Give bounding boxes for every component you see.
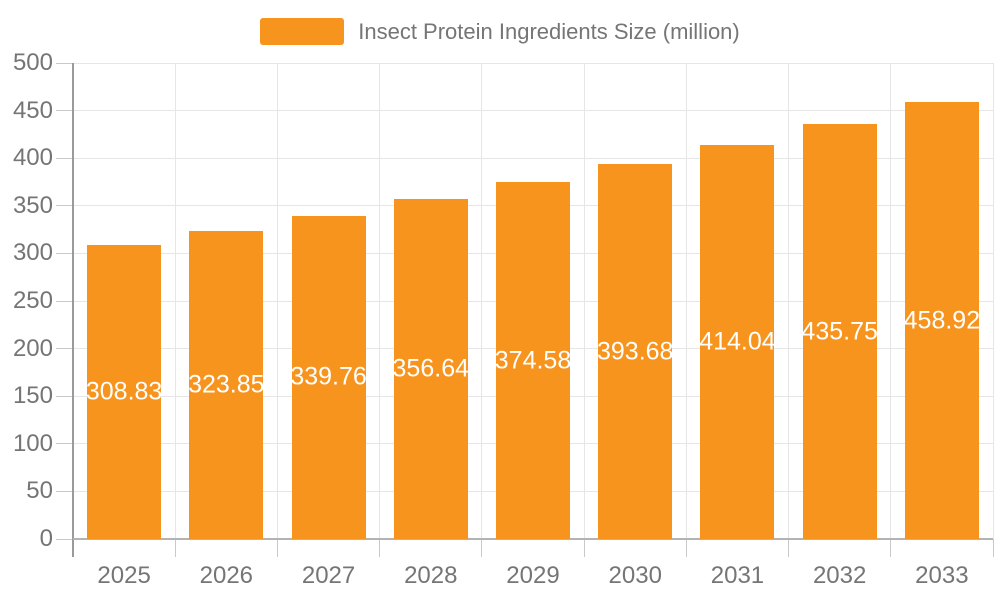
x-tick-label: 2033	[915, 562, 969, 589]
y-axis-tick	[56, 110, 73, 112]
x-axis-tick	[276, 539, 278, 557]
x-tick-label: 2025	[97, 562, 151, 589]
y-gridline	[73, 62, 993, 64]
legend-label: Insect Protein Ingredients Size (million…	[358, 19, 740, 44]
x-tick-label: 2031	[710, 562, 765, 589]
y-axis-tick	[56, 490, 73, 492]
x-gridline	[583, 63, 585, 539]
y-tick-label: 0	[39, 525, 53, 552]
x-tick-label: 2027	[301, 562, 356, 589]
x-gridline	[992, 63, 994, 539]
x-axis-tick	[174, 539, 176, 557]
x-axis-tick	[890, 539, 892, 557]
y-tick-label: 250	[12, 287, 53, 314]
y-tick-label: 400	[12, 144, 53, 172]
x-tick-label: 2029	[506, 562, 560, 589]
x-tick-label: 2026	[199, 562, 254, 589]
x-gridline	[685, 63, 687, 539]
x-gridline	[276, 63, 278, 539]
x-axis-tick	[788, 539, 790, 557]
y-axis-tick	[56, 300, 73, 302]
y-tick-label: 150	[12, 382, 53, 410]
y-gridline	[73, 110, 993, 112]
y-axis-tick	[56, 443, 73, 445]
x-gridline	[890, 63, 892, 539]
y-axis-tick	[56, 348, 73, 350]
chart-legend[interactable]: Insect Protein Ingredients Size (million…	[0, 18, 1000, 45]
y-tick-label: 450	[12, 96, 53, 124]
bar-2030[interactable]	[598, 164, 673, 539]
legend-swatch	[260, 18, 345, 45]
bar-2028[interactable]	[393, 199, 468, 539]
bar-2031[interactable]	[700, 144, 775, 539]
bar-2033[interactable]	[904, 102, 979, 539]
bar-2032[interactable]	[802, 124, 877, 539]
x-axis-tick	[379, 539, 381, 557]
y-tick-label: 50	[26, 477, 53, 505]
x-tick-label: 2030	[608, 562, 662, 589]
x-gridline	[788, 63, 790, 539]
bar-2027[interactable]	[291, 215, 366, 539]
x-tick-label: 2032	[812, 562, 867, 589]
y-tick-label: 100	[12, 429, 53, 457]
y-tick-label: 350	[12, 191, 53, 219]
x-axis-tick	[685, 539, 687, 557]
y-axis-tick	[56, 252, 73, 254]
y-axis-tick	[56, 538, 73, 540]
x-axis-tick	[481, 539, 483, 557]
x-axis-tick	[992, 539, 994, 557]
y-tick-label: 300	[12, 239, 53, 267]
x-gridline	[481, 63, 483, 539]
y-tick-label: 200	[12, 334, 53, 362]
y-axis-tick	[56, 62, 73, 64]
x-axis-tick	[583, 539, 585, 557]
y-axis-tick	[56, 157, 73, 159]
y-tick-label: 500	[12, 49, 53, 76]
bar-2029[interactable]	[496, 182, 570, 539]
x-gridline	[174, 63, 176, 539]
x-axis-tick	[72, 539, 74, 557]
y-axis-tick	[56, 205, 73, 207]
bar-2025[interactable]	[87, 244, 162, 539]
x-tick-label: 2028	[404, 562, 458, 589]
x-gridline	[379, 63, 381, 539]
y-axis-tick	[56, 395, 73, 397]
y-axis-line	[72, 63, 74, 557]
bar-2026[interactable]	[189, 230, 264, 539]
